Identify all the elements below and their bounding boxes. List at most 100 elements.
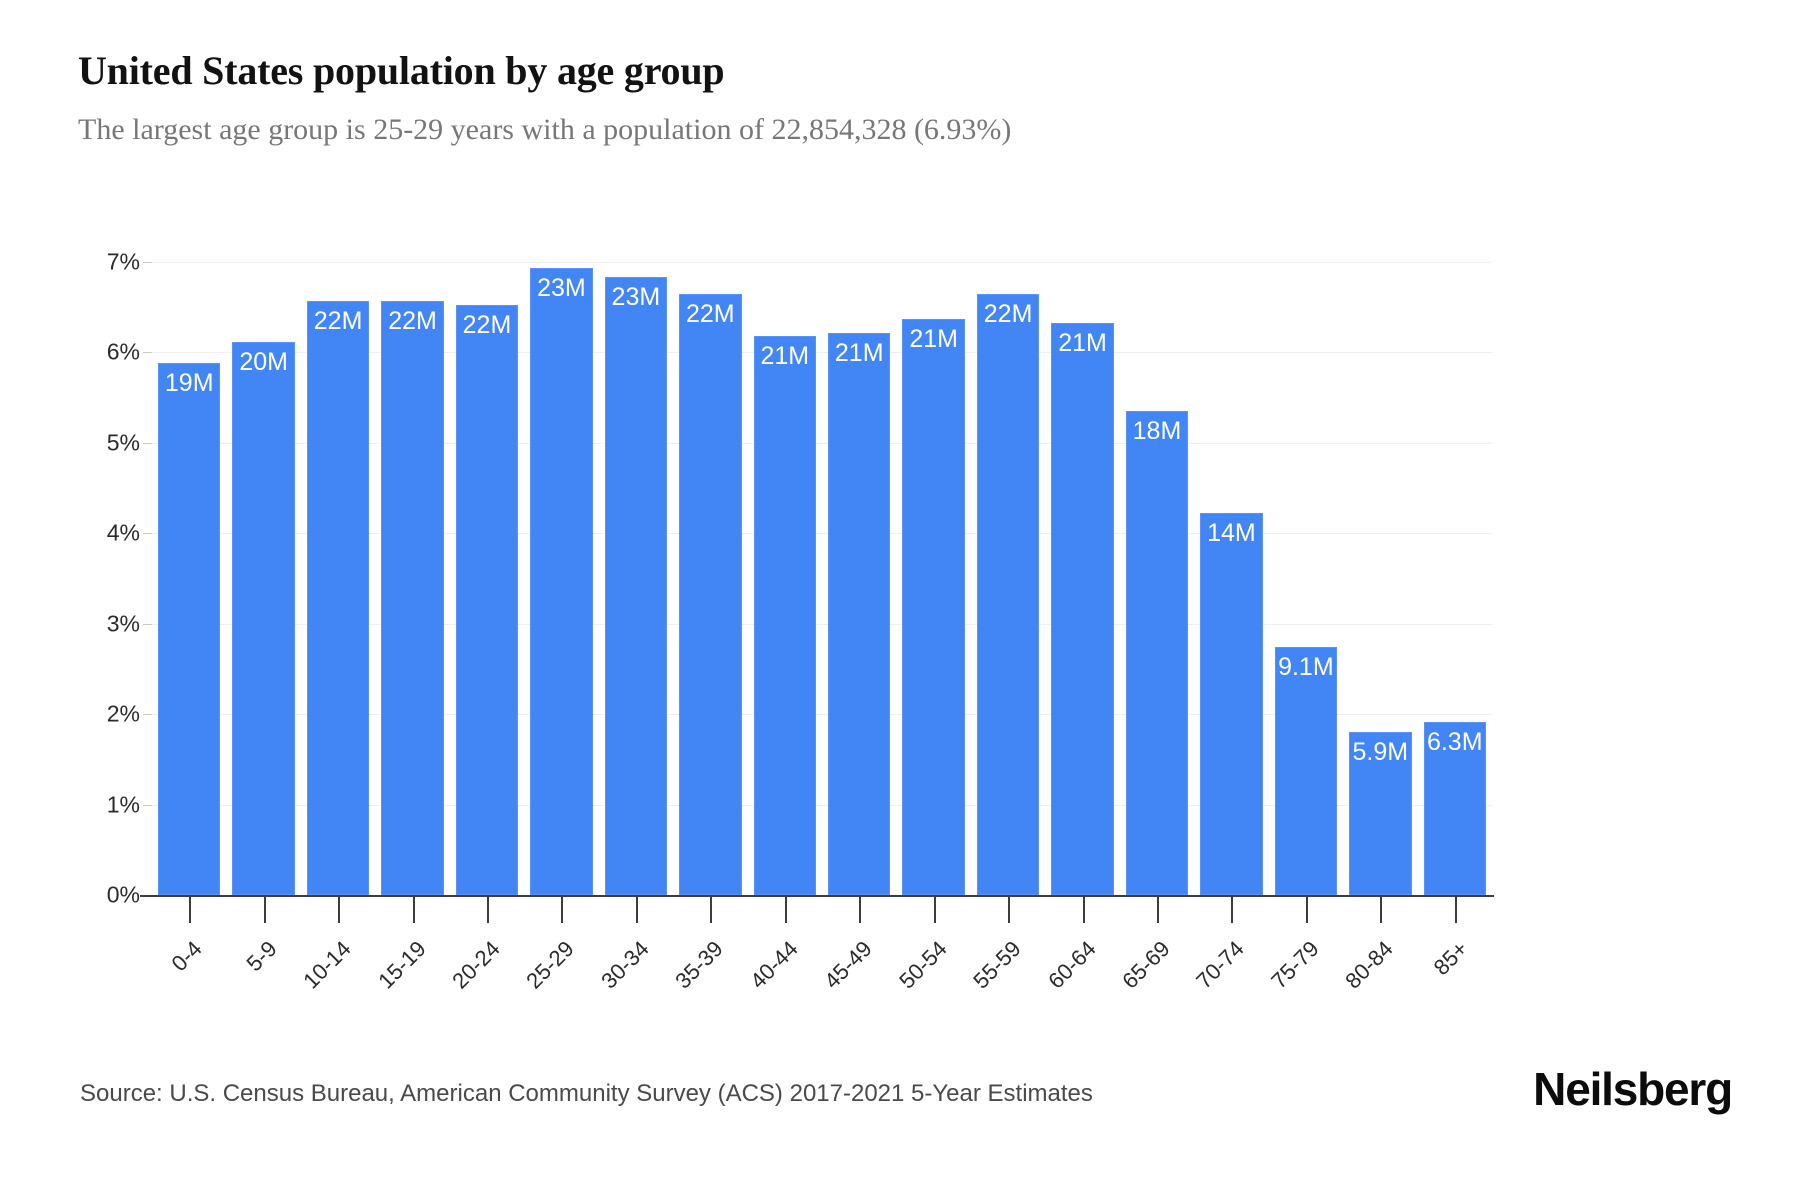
bar-value-label: 20M [239,347,288,376]
x-axis-tick-mark [263,897,266,923]
bar-65-69[interactable]: 18M [1125,411,1189,895]
bar-slot: 23M [524,250,598,895]
bar-slot: 22M [971,250,1045,895]
bar-value-label: 22M [313,306,363,335]
axis-area: 0% 1% 2% 3% 4% 5% 6% 7% 19M 20M 22M 22M 22M 23M 23M 22… [107,249,1494,993]
x-axis-tick-mark [1305,897,1308,923]
bar-85+[interactable]: 6.3M [1423,722,1487,895]
bar-80-84[interactable]: 5.9M [1349,732,1412,895]
bar-30-34[interactable]: 23M [604,277,668,895]
y-axis-tick-mark [143,442,152,444]
bar-value-label: 9.1M [1278,653,1334,682]
chart-subtitle: The largest age group is 25-29 years wit… [78,113,1012,146]
bar-value-label: 14M [1207,518,1256,547]
x-axis-tick-mark [1157,897,1159,923]
bar-value-label: 23M [537,274,586,303]
bar-55-59[interactable]: 22M [976,293,1040,895]
bar-40-44[interactable]: 21M [753,336,817,895]
gridline [152,533,1492,535]
bar-value-label: 21M [760,342,810,371]
bar-slot: 22M [450,250,524,895]
x-axis-tick-mark [635,897,638,923]
bar-value-label: 6.3M [1426,728,1483,757]
bar-value-label: 21M [1058,328,1107,357]
bar-slot: 22M [301,250,375,895]
x-axis-tick-mark [1008,897,1011,923]
x-axis-tick-mark [412,897,415,923]
y-axis-tick-label: 1% [106,791,140,818]
bar-35-39[interactable]: 22M [679,293,742,895]
bar-value-label: 18M [1132,417,1182,446]
y-axis-tick-label: 3% [106,610,140,637]
y-axis-tick-mark [143,804,152,806]
plot-area: 0% 1% 2% 3% 4% 5% 6% 7% 19M 20M 22M 22M 22M 23M 23M 22… [0,249,1800,993]
y-axis-tick-label: 7% [106,248,140,275]
bar-slot: 14M [1194,250,1268,895]
page-title: United States population by age group [78,48,725,93]
chart-header: United States population by age group Th… [78,48,1728,148]
gridline [152,352,1492,354]
x-axis-tick-mark [1082,897,1085,923]
bar-slot: 6.3M [1418,250,1492,895]
bar-10-14[interactable]: 22M [306,300,370,895]
x-axis-tick-mark [784,897,787,923]
bar-value-label: 21M [909,324,958,353]
bar-slot: 20M [226,250,300,895]
x-axis-line [140,895,1494,897]
bar-series: 19M 20M 22M 22M 22M 23M 23M 22M 21M 21M 21M 22M 21M 1… [152,250,1492,895]
bar-value-label: 5.9M [1352,738,1409,767]
bar-0-4[interactable]: 19M [157,363,221,895]
y-axis-tick-label: 6% [106,338,140,365]
y-axis-tick-label: 4% [106,519,140,546]
gridline [152,262,1492,263]
y-axis-tick-mark [143,623,152,625]
bar-70-74[interactable]: 14M [1200,512,1263,895]
source-note: Source: U.S. Census Bureau, American Com… [80,1080,1093,1107]
x-axis-tick-mark [189,897,192,923]
bar-25-29[interactable]: 23M [530,268,593,895]
bar-slot: 9.1M [1269,250,1343,895]
bar-5-9[interactable]: 20M [232,341,295,895]
bar-slot: 19M [152,250,226,895]
x-axis-tick-mark [487,897,489,923]
bar-slot: 21M [748,250,822,895]
gridline [152,442,1492,444]
x-axis-tick-mark [859,897,862,923]
bar-slot: 22M [673,250,747,895]
y-axis-tick-mark [143,262,152,263]
gridline [152,623,1492,625]
bar-15-19[interactable]: 22M [381,300,444,895]
bar-value-label: 23M [611,283,661,312]
bar-slot: 21M [896,250,970,895]
bar-slot: 22M [375,250,449,895]
gridline [152,804,1492,806]
bar-value-label: 22M [983,299,1033,328]
brand-logo: Neilsberg [1533,1063,1733,1115]
bar-45-49[interactable]: 21M [827,332,891,895]
bar-slot: 21M [1045,250,1119,895]
x-axis-tick-mark [710,897,713,923]
bar-slot: 23M [599,250,673,895]
y-axis-tick-label: 5% [106,429,140,456]
gridline [152,714,1492,716]
x-axis-tick-mark [1380,897,1383,923]
bar-value-label: 22M [388,306,437,335]
x-axis-tick-mark [1231,897,1234,923]
x-axis-tick-mark [933,897,936,923]
bar-slot: 18M [1120,250,1194,895]
bar-slot: 21M [822,250,896,895]
y-axis-tick-label: 2% [106,700,140,727]
bar-value-label: 22M [462,310,512,339]
x-axis-tick-mark [561,897,564,923]
x-axis-tick-label: 85+ [1428,936,1473,981]
y-axis-tick-mark [143,533,152,535]
bar-value-label: 22M [686,299,735,328]
bar-50-54[interactable]: 21M [902,318,965,895]
bar-60-64[interactable]: 21M [1051,322,1114,895]
y-axis-tick-mark [143,714,152,716]
bar-75-79[interactable]: 9.1M [1274,647,1338,895]
y-axis-tick-label: 0% [106,881,140,908]
bar-20-24[interactable]: 22M [455,304,519,895]
x-axis-tick-mark [1454,897,1457,923]
